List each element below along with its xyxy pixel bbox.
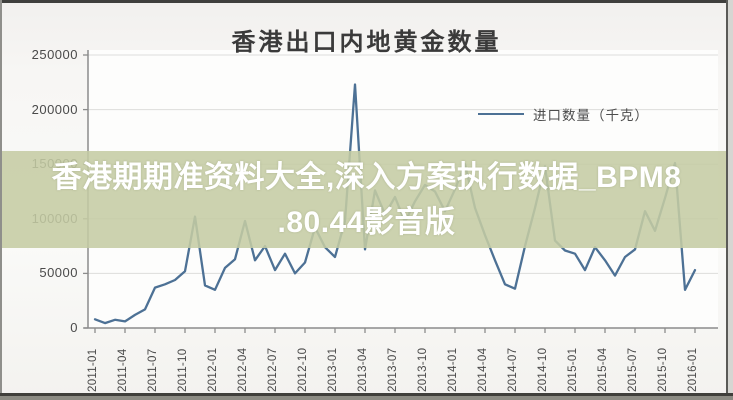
- legend-line-swatch: [478, 113, 524, 115]
- watermark-text-line1: 香港期期准资料大全,深入方案执行数据_BPM8: [51, 160, 682, 194]
- watermark-text-line2: .80.44影音版: [277, 205, 456, 239]
- x-axis-label-2012-01: 2012-01: [207, 347, 219, 392]
- x-axis-label-2015-04: 2015-04: [597, 347, 609, 392]
- y-axis-label-250000: 250000: [31, 47, 78, 62]
- frame-border-bottom: [0, 393, 733, 400]
- watermark-overlay-band: 香港期期准资料大全,深入方案执行数据_BPM8 .80.44影音版: [0, 151, 733, 248]
- x-axis-label-2015-10: 2015-10: [657, 347, 669, 392]
- x-axis-label-2014-01: 2014-01: [447, 347, 459, 392]
- x-axis-label-2012-10: 2012-10: [297, 347, 309, 392]
- x-axis-label-2011-07: 2011-07: [147, 348, 159, 392]
- x-axis-label-2013-07: 2013-07: [387, 347, 399, 392]
- y-axis-label-50000: 50000: [39, 265, 78, 281]
- x-axis-label-2011-01: 2011-01: [87, 348, 99, 392]
- x-axis-label-2014-04: 2014-04: [477, 347, 489, 392]
- x-axis-label-2016-01: 2016-01: [687, 347, 699, 392]
- frame-border-top: [0, 0, 733, 3]
- legend: 进口数量（千克）: [478, 104, 649, 124]
- x-axis-label-2014-07: 2014-07: [507, 347, 519, 392]
- legend-label: 进口数量（千克）: [533, 108, 649, 123]
- x-axis-label-2011-10: 2011-10: [177, 348, 189, 392]
- x-axis-label-2011-04: 2011-04: [117, 348, 129, 392]
- x-axis-label-2013-04: 2013-04: [357, 347, 369, 392]
- x-axis-label-2015-07: 2015-07: [627, 347, 639, 392]
- x-axis-label-2013-10: 2013-10: [417, 347, 429, 392]
- x-axis-label-2015-01: 2015-01: [567, 347, 579, 392]
- x-axis-label-2014-10: 2014-10: [537, 347, 549, 392]
- frame-border-right: [726, 0, 733, 400]
- y-axis-label-0: 0: [70, 320, 78, 335]
- x-axis-label-2012-04: 2012-04: [237, 347, 249, 392]
- y-axis-label-200000: 200000: [31, 101, 78, 117]
- x-axis-label-2012-07: 2012-07: [267, 347, 279, 392]
- chart-title: 香港出口内地黄金数量: [231, 30, 502, 56]
- frame-border-left: [0, 0, 2, 400]
- x-axis-label-2013-01: 2013-01: [327, 347, 339, 392]
